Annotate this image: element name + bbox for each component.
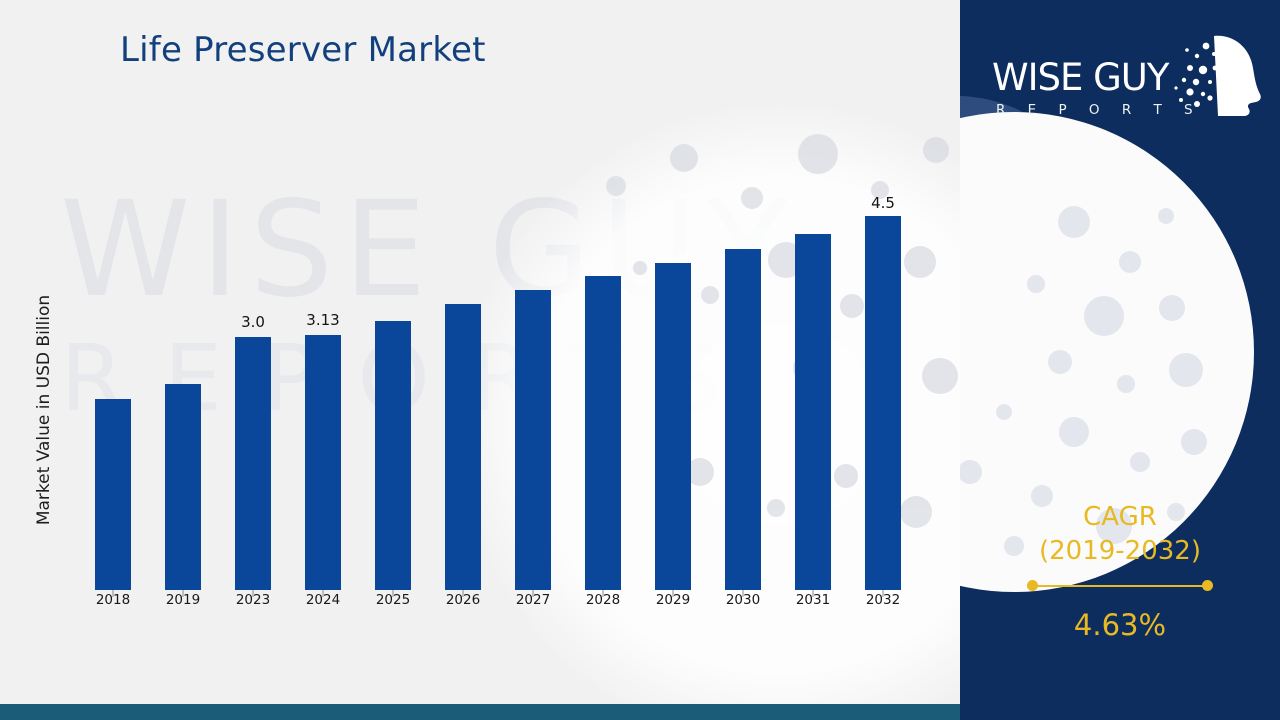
bar-column[interactable] — [568, 154, 638, 597]
bar-2027[interactable] — [515, 290, 551, 590]
bottom-accent-strip — [0, 704, 960, 720]
x-label-2028: 2028 — [585, 592, 621, 608]
divider-line — [1033, 585, 1207, 587]
bar-column[interactable] — [428, 154, 498, 597]
x-label-2029: 2029 — [655, 592, 691, 608]
divider-dot-left — [1027, 580, 1038, 591]
circle-dot-pattern — [960, 206, 1207, 556]
bar-column[interactable] — [358, 154, 428, 597]
x-label-2026: 2026 — [445, 592, 481, 608]
bar-2030[interactable] — [725, 249, 761, 590]
bar-column[interactable] — [708, 154, 778, 597]
divider-dot-right — [1202, 580, 1213, 591]
cagr-block: CAGR (2019-2032) 4.63% — [960, 500, 1280, 642]
x-label-2031: 2031 — [795, 592, 831, 608]
x-tick — [392, 590, 394, 597]
bar-2026[interactable] — [445, 304, 481, 590]
x-label-2023: 2023 — [235, 592, 271, 608]
x-label-2030: 2030 — [725, 592, 761, 608]
brand-panel: WISE GUY R E P O R T S CAGR (2019-203 — [960, 0, 1280, 720]
x-label-2032: 2032 — [865, 592, 901, 608]
bar-2023[interactable] — [235, 337, 271, 590]
bar-column[interactable] — [498, 154, 568, 597]
x-tick — [882, 590, 884, 597]
x-tick — [462, 590, 464, 597]
y-axis-label: Market Value in USD Billion — [34, 294, 54, 526]
bar-2024[interactable] — [305, 335, 341, 590]
logo-wordmark: WISE GUY — [992, 56, 1169, 99]
brand-logo: WISE GUY R E P O R T S — [978, 30, 1262, 118]
x-label-2019: 2019 — [165, 592, 201, 608]
x-label-2018: 2018 — [95, 592, 131, 608]
bar-2018[interactable] — [95, 399, 131, 590]
bar-2028[interactable] — [585, 276, 621, 590]
plot-area: 3.0 3.13 — [78, 150, 918, 597]
x-tick — [812, 590, 814, 597]
bar-column[interactable]: 4.5 — [848, 154, 918, 597]
x-tick — [742, 590, 744, 597]
bar-column[interactable]: 3.13 — [288, 154, 358, 597]
cagr-divider — [1027, 580, 1213, 592]
bar-value-label: 3.13 — [306, 311, 340, 329]
x-label-2024: 2024 — [305, 592, 341, 608]
cagr-label: CAGR — [1083, 502, 1157, 532]
bar-column[interactable] — [78, 154, 148, 597]
x-tick — [252, 590, 254, 597]
logo-subtitle: R E P O R T S — [996, 102, 1202, 118]
page-title: Life Preserver Market — [120, 30, 486, 70]
cagr-value: 4.63% — [1073, 608, 1167, 642]
bar-2029[interactable] — [655, 263, 691, 590]
bar-value-label: 4.5 — [871, 194, 895, 212]
x-label-2025: 2025 — [375, 592, 411, 608]
bar-column[interactable] — [778, 154, 848, 597]
bar-column[interactable]: 3.0 — [218, 154, 288, 597]
bar-column[interactable] — [638, 154, 708, 597]
x-axis-labels: 2018 2019 2023 2024 2025 2026 2027 2028 … — [78, 592, 918, 608]
cagr-range: (2019-2032) — [1038, 536, 1201, 566]
bar-2032[interactable] — [865, 216, 901, 590]
x-tick — [602, 590, 604, 597]
x-tick — [672, 590, 674, 597]
x-label-2027: 2027 — [515, 592, 551, 608]
bar-value-label: 3.0 — [241, 313, 265, 331]
x-tick — [112, 590, 114, 597]
bar-2019[interactable] — [165, 384, 201, 590]
bar-2031[interactable] — [795, 234, 831, 590]
x-tick — [182, 590, 184, 597]
logo-head-icon — [1174, 35, 1261, 116]
bar-series: 3.0 3.13 — [78, 154, 918, 597]
x-tick — [322, 590, 324, 597]
bar-2025[interactable] — [375, 321, 411, 590]
bar-column[interactable] — [148, 154, 218, 597]
x-tick — [532, 590, 534, 597]
